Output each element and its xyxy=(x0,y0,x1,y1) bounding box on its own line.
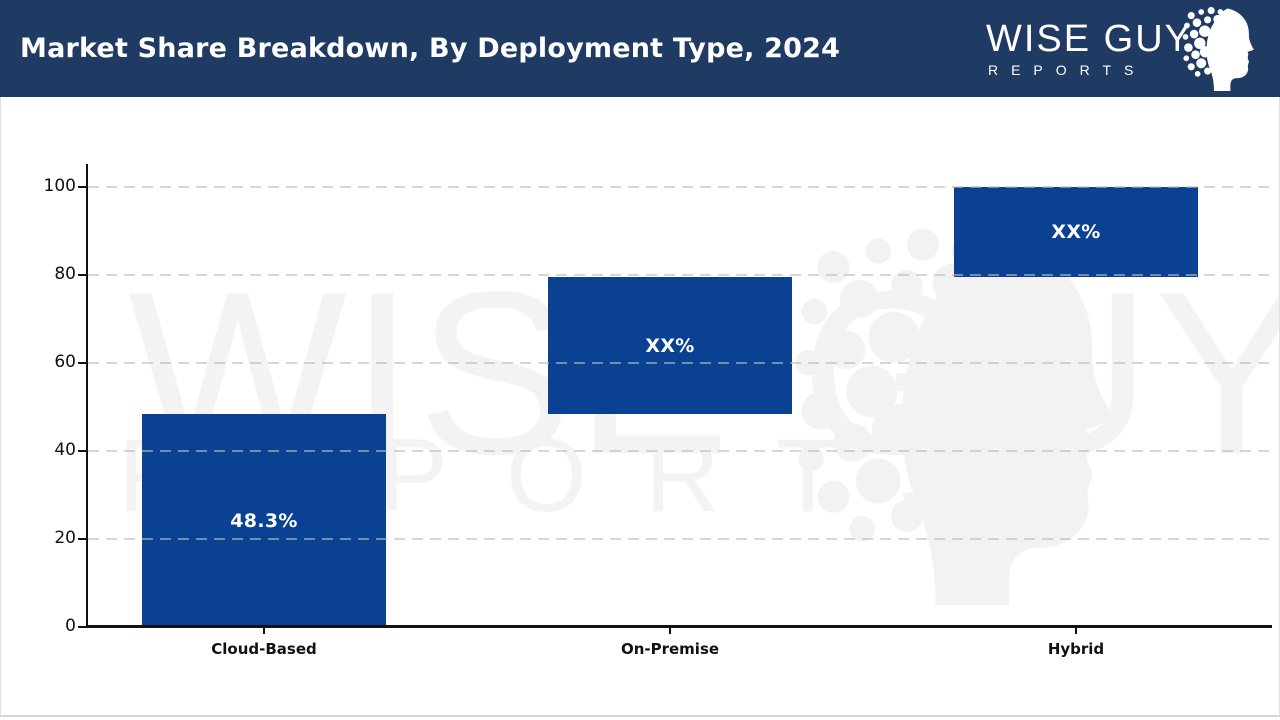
brand-text: WISE GUY REPORTS xyxy=(986,20,1192,77)
y-tick-80 xyxy=(78,274,88,276)
y-tick-60 xyxy=(78,362,88,364)
y-tick-label-60: 60 xyxy=(54,352,76,372)
x-tick-on-premise xyxy=(669,628,671,634)
header: Market Share Breakdown, By Deployment Ty… xyxy=(0,0,1280,97)
bar-hybrid: XX% xyxy=(954,187,1198,278)
brand-subname: REPORTS xyxy=(987,62,1147,78)
gridline-20 xyxy=(88,538,1272,540)
x-category-label-on-premise: On-Premise xyxy=(620,640,720,658)
gridline-100 xyxy=(88,186,1272,188)
frame-edge-bottom xyxy=(0,715,1280,717)
bar-cloud-based: 48.3% xyxy=(142,414,386,627)
brand-name: WISE GUY xyxy=(985,18,1192,60)
y-axis-line xyxy=(86,164,88,628)
gridline-60 xyxy=(88,362,1272,364)
y-tick-label-40: 40 xyxy=(54,440,76,460)
y-tick-label-20: 20 xyxy=(54,528,76,548)
gridline-40 xyxy=(88,450,1272,452)
frame-edge-left xyxy=(0,97,1,717)
brand-logo: WISE GUY REPORTS xyxy=(986,6,1256,91)
y-tick-label-100: 100 xyxy=(43,176,76,196)
x-axis-line xyxy=(86,625,1272,628)
y-tick-label-0: 0 xyxy=(65,616,76,636)
y-tick-100 xyxy=(78,186,88,188)
watermark-dotted-head-profile-icon xyxy=(795,228,1115,606)
x-tick-cloud-based xyxy=(263,628,265,634)
x-category-label-cloud-based: Cloud-Based xyxy=(211,640,317,658)
y-tick-label-80: 80 xyxy=(54,264,76,284)
x-category-label-hybrid: Hybrid xyxy=(1047,640,1105,658)
y-tick-0 xyxy=(78,626,88,628)
dotted-head-profile-icon xyxy=(1182,6,1254,91)
bar-on-premise: XX% xyxy=(548,277,792,415)
page-title: Market Share Breakdown, By Deployment Ty… xyxy=(20,33,841,64)
gridline-80 xyxy=(88,274,1272,276)
y-tick-40 xyxy=(78,450,88,452)
x-tick-hybrid xyxy=(1075,628,1077,634)
bar-value-label-cloud-based: 48.3% xyxy=(230,509,298,532)
bar-value-label-hybrid: XX% xyxy=(1051,221,1101,244)
bar-value-label-on-premise: XX% xyxy=(645,334,695,357)
y-tick-20 xyxy=(78,538,88,540)
